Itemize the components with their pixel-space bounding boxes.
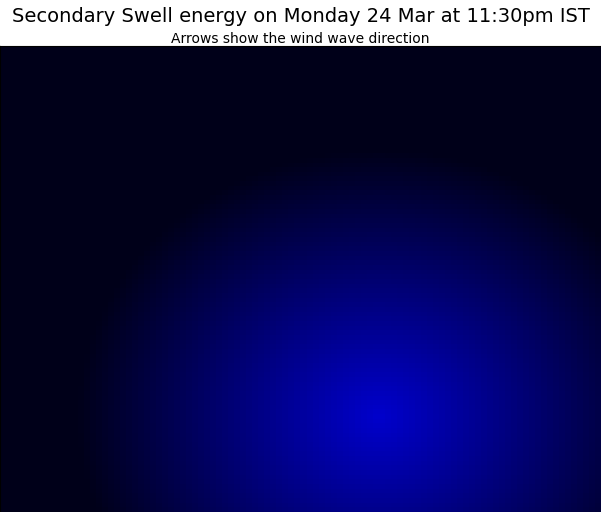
- Text: Arrows show the wind wave direction: Arrows show the wind wave direction: [171, 32, 430, 46]
- Text: Secondary Swell energy on Monday 24 Mar at 11:30pm IST: Secondary Swell energy on Monday 24 Mar …: [11, 7, 590, 26]
